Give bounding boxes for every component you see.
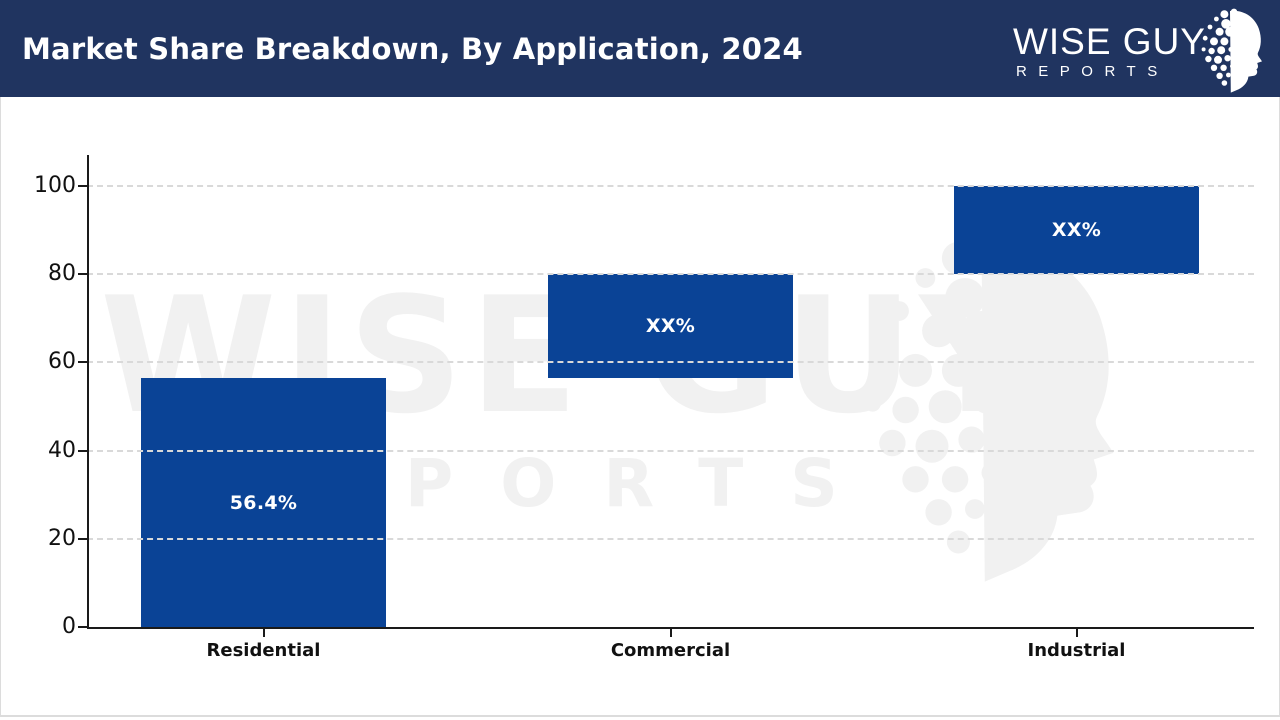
left-edge-line bbox=[0, 97, 1, 716]
gridline-20 bbox=[87, 537, 1254, 540]
bar-industrial: XX% bbox=[954, 186, 1199, 275]
y-tick-40 bbox=[78, 449, 87, 452]
y-tick-label-60: 60 bbox=[48, 349, 76, 375]
logo-line1: WISE GUY bbox=[1012, 21, 1206, 62]
gridline-100 bbox=[87, 185, 1254, 187]
bar-label-industrial: XX% bbox=[1051, 219, 1102, 242]
y-tick-label-40: 40 bbox=[48, 437, 76, 463]
logo-line2: REPORTS bbox=[1015, 63, 1169, 80]
logo-head-icon bbox=[1201, 8, 1262, 93]
bottom-edge-line bbox=[0, 715, 1280, 717]
y-tick-100 bbox=[78, 185, 87, 187]
wiseguy-logo: WISE GUY REPORTS bbox=[1013, 6, 1266, 96]
bar-label-commercial: XX% bbox=[645, 315, 696, 338]
y-tick-label-80: 80 bbox=[48, 261, 76, 287]
bar-label-residential: 56.4% bbox=[229, 491, 298, 514]
y-tick-80 bbox=[78, 273, 87, 276]
y-tick-60 bbox=[78, 361, 87, 364]
logo-wordmark: WISE GUY REPORTS bbox=[1012, 21, 1206, 81]
y-axis-line bbox=[87, 155, 89, 629]
gridline-40 bbox=[87, 449, 1254, 452]
x-axis-line bbox=[87, 627, 1254, 629]
bar-commercial: XX% bbox=[548, 274, 793, 379]
y-tick-label-0: 0 bbox=[62, 614, 76, 639]
x-category-label-commercial: Commercial bbox=[610, 640, 731, 661]
x-tick-industrial bbox=[1075, 629, 1078, 637]
header-bar: Market Share Breakdown, By Application, … bbox=[0, 0, 1280, 97]
gridline-60 bbox=[87, 361, 1254, 364]
x-category-label-residential: Residential bbox=[206, 640, 321, 661]
x-tick-commercial bbox=[669, 629, 672, 637]
x-category-label-industrial: Industrial bbox=[1027, 640, 1126, 661]
gridline-80 bbox=[87, 273, 1254, 276]
y-tick-label-20: 20 bbox=[48, 525, 76, 551]
y-tick-label-100: 100 bbox=[34, 173, 76, 198]
y-tick-0 bbox=[78, 626, 87, 628]
y-tick-20 bbox=[78, 537, 87, 540]
chart-title: Market Share Breakdown, By Application, … bbox=[22, 31, 803, 66]
x-tick-residential bbox=[262, 629, 265, 637]
bar-residential: 56.4% bbox=[141, 378, 386, 627]
